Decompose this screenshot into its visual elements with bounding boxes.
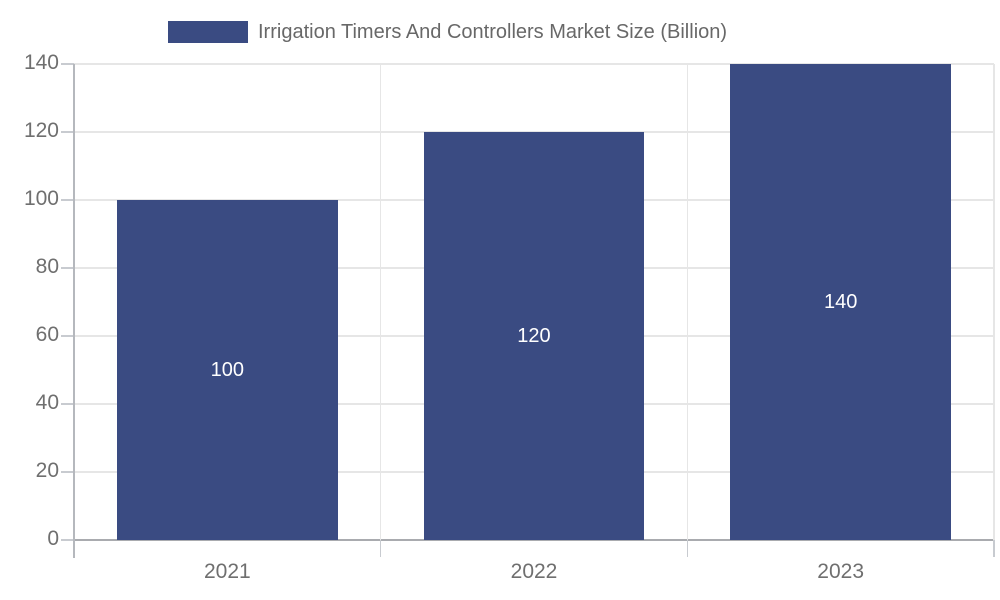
bar[interactable]: 100 (116, 200, 338, 540)
x-tick-label: 2021 (203, 560, 251, 583)
legend-item[interactable]: Irrigation Timers And Controllers Market… (168, 21, 727, 43)
y-tick-mark (61, 539, 74, 541)
bar-value-label: 120 (517, 325, 551, 347)
y-tick-mark (61, 199, 74, 201)
y-tick-mark (61, 63, 74, 65)
bar-value-label: 100 (210, 359, 244, 381)
bar[interactable]: 120 (423, 132, 645, 540)
y-tick-label: 60 (35, 323, 59, 346)
category-gridline (993, 64, 995, 540)
x-tick-label: 2023 (817, 560, 865, 583)
category-gridline (379, 64, 382, 540)
bar[interactable]: 140 (730, 64, 952, 540)
y-tick-label: 20 (35, 459, 59, 482)
x-tick-mark (379, 540, 382, 557)
y-gridline (74, 63, 994, 65)
category-gridline (686, 64, 689, 540)
y-tick-mark (61, 403, 74, 405)
y-tick-label: 80 (35, 255, 59, 278)
y-tick-mark (61, 471, 74, 473)
y-tick-label: 120 (23, 119, 59, 142)
legend-swatch (168, 21, 248, 43)
legend-label: Irrigation Timers And Controllers Market… (258, 21, 728, 43)
x-tick-label: 2022 (510, 560, 558, 583)
y-tick-label: 0 (47, 527, 59, 550)
y-tick-mark (61, 267, 74, 269)
bar-value-label: 140 (823, 291, 858, 313)
y-tick-mark (61, 335, 74, 337)
x-tick-mark (686, 540, 689, 557)
y-tick-label: 140 (23, 51, 59, 74)
y-tick-label: 100 (23, 187, 59, 210)
y-tick-mark (61, 131, 74, 133)
y-tick-label: 40 (35, 391, 59, 414)
y-axis-line (73, 64, 75, 558)
x-tick-mark (993, 540, 995, 557)
x-axis-line (74, 539, 994, 541)
